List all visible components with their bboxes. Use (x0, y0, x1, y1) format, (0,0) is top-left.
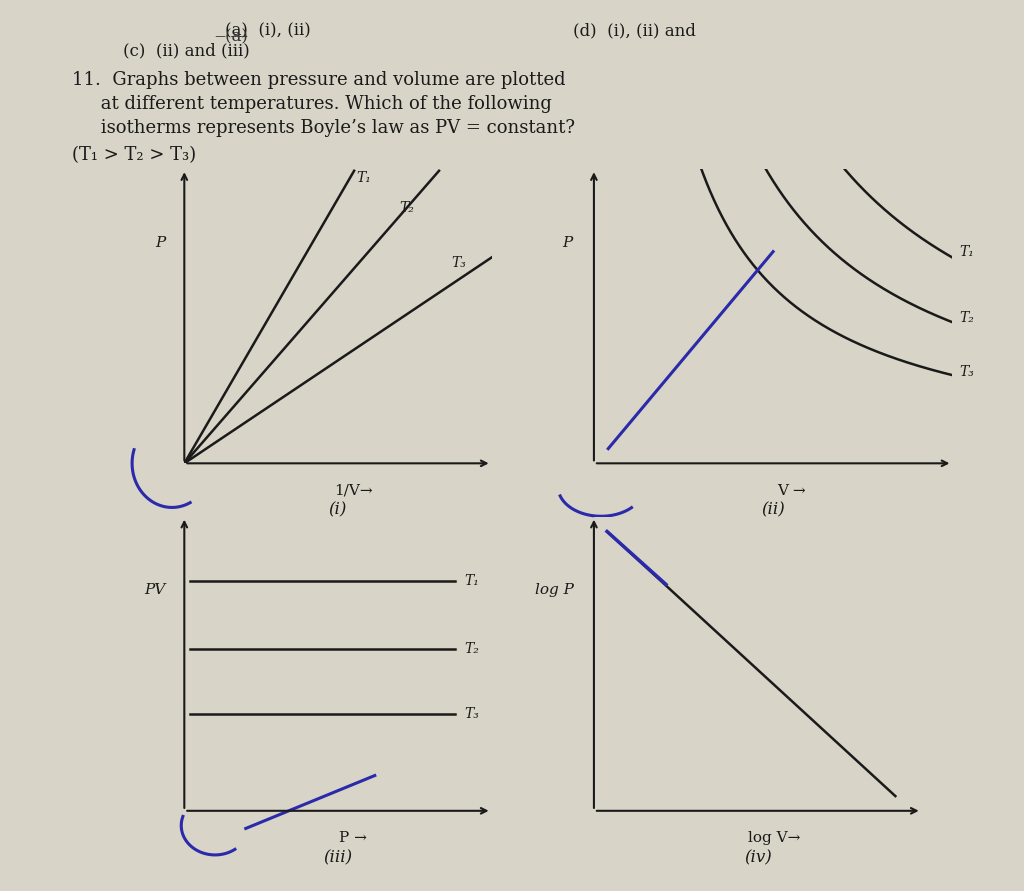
Text: log V→: log V→ (748, 831, 801, 846)
Text: V →: V → (777, 484, 805, 498)
Text: (T₁ > T₂ > T₃): (T₁ > T₂ > T₃) (72, 146, 196, 164)
Text: T₃: T₃ (452, 257, 467, 270)
Text: T₂: T₂ (464, 642, 479, 656)
Text: at different temperatures. Which of the following: at different temperatures. Which of the … (72, 95, 552, 113)
Text: 11.  Graphs between pressure and volume are plotted: 11. Graphs between pressure and volume a… (72, 71, 565, 89)
Text: T₁: T₁ (464, 575, 479, 588)
Text: PV: PV (144, 584, 166, 597)
Text: (iii): (iii) (324, 849, 352, 866)
Text: T₃: T₃ (959, 365, 975, 380)
Text: (ii): (ii) (761, 502, 785, 519)
Text: P →: P → (339, 831, 368, 846)
Text: (iv): (iv) (743, 849, 772, 866)
Text: ̶(a̶)̶: ̶(a̶)̶ (225, 29, 248, 45)
Text: T₂: T₂ (399, 200, 415, 215)
Text: 1/V→: 1/V→ (334, 484, 373, 498)
Text: (i): (i) (329, 502, 347, 519)
Text: P: P (156, 236, 166, 249)
Text: T₃: T₃ (464, 707, 479, 721)
Text: (c)  (ii) and (iii): (c) (ii) and (iii) (123, 43, 250, 60)
Text: T₁: T₁ (959, 245, 975, 258)
Text: isotherms represents Boyle’s law as PV = constant?: isotherms represents Boyle’s law as PV =… (72, 119, 574, 137)
Text: log P: log P (536, 584, 574, 597)
Text: T₂: T₂ (959, 311, 975, 325)
Text: (a)  (i), (ii): (a) (i), (ii) (225, 22, 311, 39)
Text: P: P (562, 236, 572, 249)
Text: T₁: T₁ (356, 171, 372, 185)
Text: (d)  (i), (ii) and: (d) (i), (ii) and (573, 22, 696, 39)
